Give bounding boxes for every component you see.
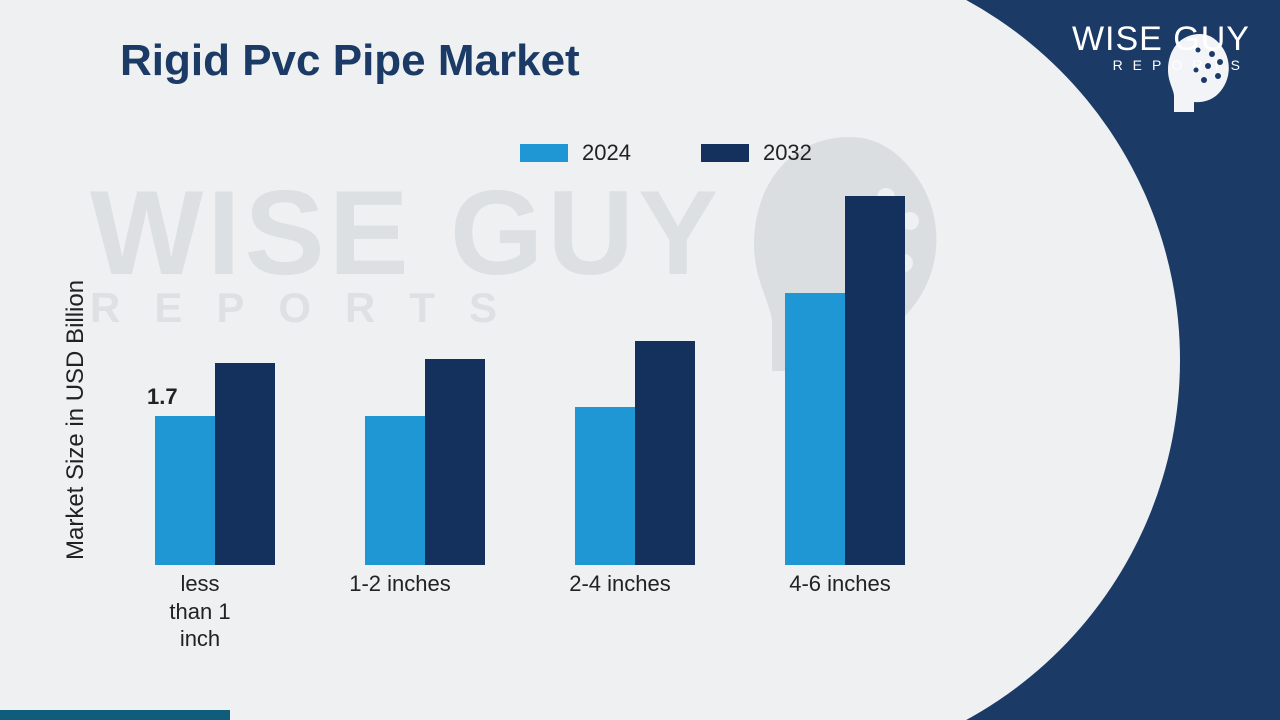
- bottom-accent-bar: [0, 710, 230, 720]
- bar-group-3: [785, 196, 905, 565]
- bar-2024-1: [365, 416, 425, 565]
- x-label-1: 1-2 inches: [340, 570, 460, 653]
- x-label-0: less than 1 inch: [160, 570, 240, 653]
- bar-group-0: 1.7: [155, 363, 275, 565]
- bar-2032-1: [425, 359, 485, 565]
- legend: 2024 2032: [520, 140, 812, 166]
- x-label-2: 2-4 inches: [560, 570, 680, 653]
- x-axis-labels: less than 1 inch 1-2 inches 2-4 inches 4…: [110, 570, 950, 653]
- bar-2024-3: [785, 293, 845, 565]
- chart-title: Rigid Pvc Pipe Market: [120, 36, 580, 86]
- legend-label-2032: 2032: [763, 140, 812, 166]
- bar-2032-3: [845, 196, 905, 565]
- bar-groups: 1.7: [110, 170, 950, 565]
- brand-head-icon: [1160, 30, 1240, 120]
- bar-2032-2: [635, 341, 695, 565]
- bar-2032-0: [215, 363, 275, 565]
- y-axis-label: Market Size in USD Billion: [62, 280, 90, 560]
- legend-item-2032: 2032: [701, 140, 812, 166]
- x-label-3: 4-6 inches: [780, 570, 900, 653]
- legend-swatch-2024: [520, 144, 568, 162]
- legend-swatch-2032: [701, 144, 749, 162]
- plot-area: 1.7: [110, 170, 950, 565]
- legend-item-2024: 2024: [520, 140, 631, 166]
- bar-2024-2: [575, 407, 635, 565]
- bar-2024-0: [155, 416, 215, 565]
- bar-group-2: [575, 341, 695, 565]
- chart-stage: Rigid Pvc Pipe Market WISE GUY REPORTS W…: [0, 0, 1280, 720]
- legend-label-2024: 2024: [582, 140, 631, 166]
- bar-group-1: [365, 359, 485, 565]
- brand-logo: WISE GUY REPORTS: [1072, 20, 1250, 73]
- bar-value-label: 1.7: [147, 384, 178, 410]
